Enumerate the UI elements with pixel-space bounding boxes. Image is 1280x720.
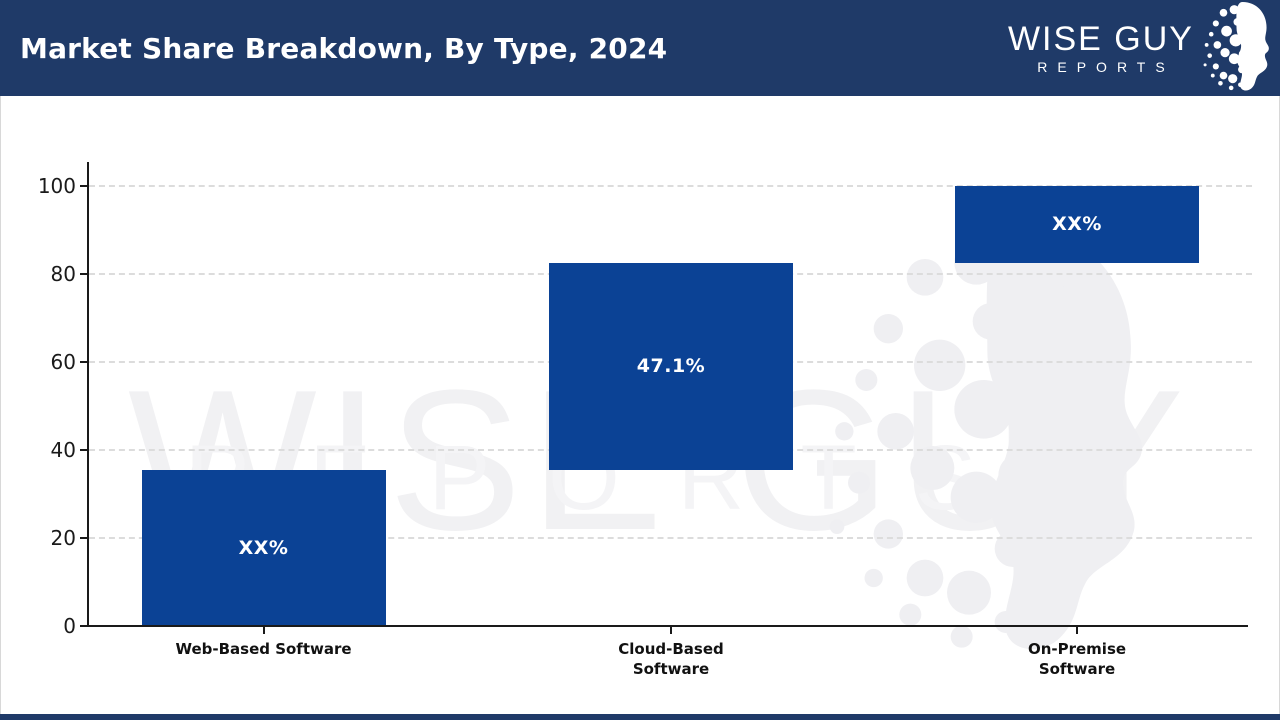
bar-value-label: XX% <box>238 536 289 559</box>
footer-bar <box>0 714 1280 720</box>
x-category-label-cloud-based: Cloud-Based Software <box>511 639 831 679</box>
brand-name-label: WISE GUY <box>1007 20 1194 58</box>
y-tick-mark <box>80 361 88 363</box>
y-tick-label: 40 <box>50 438 76 462</box>
bar-web-based-software: XX% <box>141 469 386 626</box>
y-tick-mark <box>80 449 88 451</box>
y-tick-label: 80 <box>50 262 76 286</box>
category-line: Software <box>1038 660 1116 678</box>
brand-logo: WISE GUY REPORTS <box>1008 0 1272 96</box>
bar-cloud-based-software: 47.1% <box>549 262 793 470</box>
header-bar: Market Share Breakdown, By Type, 2024 WI… <box>0 0 1280 96</box>
brand-subtitle-label: REPORTS <box>1037 59 1175 75</box>
y-tick-mark <box>80 537 88 539</box>
x-axis <box>87 625 1248 627</box>
category-line: Cloud-Based <box>618 640 724 658</box>
y-tick-label: 60 <box>50 350 76 374</box>
page-title: Market Share Breakdown, By Type, 2024 <box>20 31 668 65</box>
category-line: Web-Based Software <box>175 640 352 658</box>
x-category-label-web-based: Web-Based Software <box>104 639 424 659</box>
x-tick-mark <box>670 627 672 634</box>
bar-on-premise-software: XX% <box>955 186 1199 263</box>
y-tick-mark <box>80 273 88 275</box>
y-tick-label: 0 <box>63 614 76 638</box>
y-tick-label: 100 <box>37 174 76 198</box>
y-tick-label: 20 <box>50 526 76 550</box>
gridline <box>89 185 1252 187</box>
wise-guy-face-icon <box>1203 2 1269 91</box>
bar-value-label: 47.1% <box>636 355 706 378</box>
gridline <box>89 537 1252 539</box>
watermark-face-icon <box>829 226 1143 650</box>
x-tick-mark <box>1076 627 1078 634</box>
brand-logo-text: WISE GUY REPORTS <box>1008 21 1194 75</box>
x-category-label-on-premise: On-Premise Software <box>917 639 1237 679</box>
category-line: On-Premise <box>1027 640 1127 658</box>
bar-value-label: XX% <box>1052 213 1102 236</box>
y-tick-mark <box>80 625 88 627</box>
x-tick-mark <box>262 627 265 634</box>
category-line: Software <box>632 660 710 678</box>
y-tick-mark <box>80 185 88 187</box>
y-axis <box>87 162 89 627</box>
